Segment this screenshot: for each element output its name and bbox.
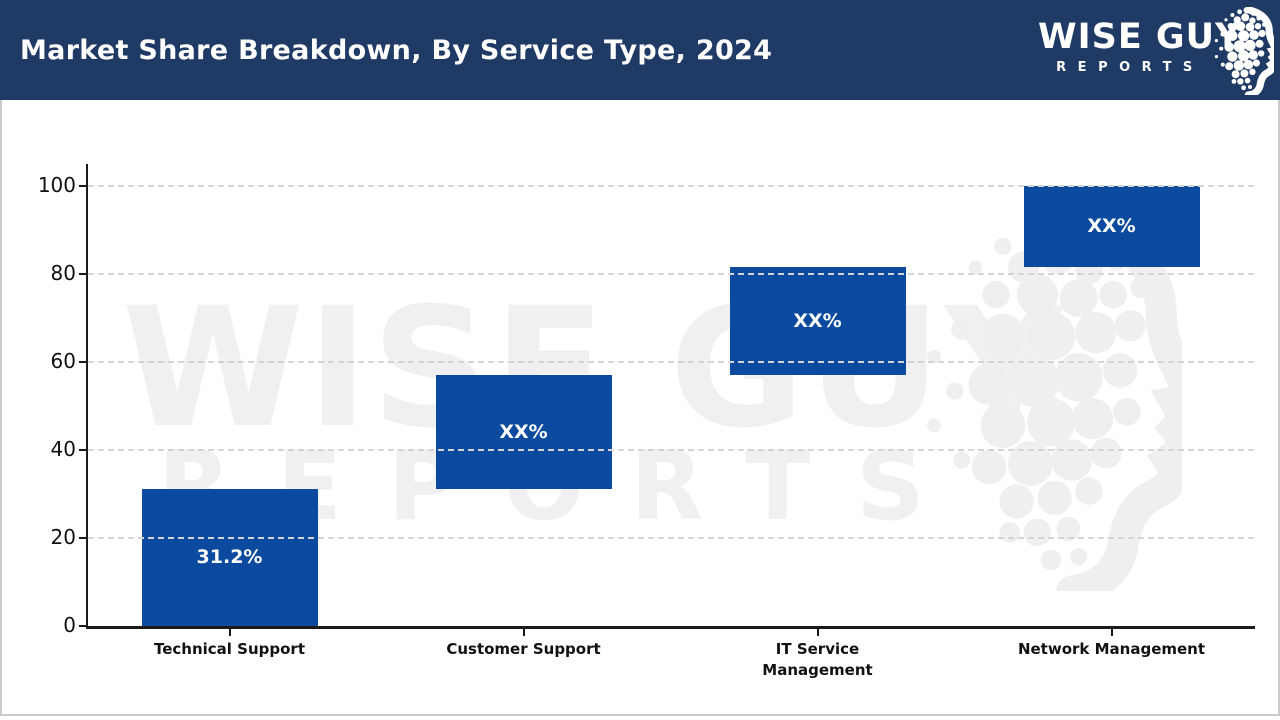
gridline-40 <box>88 449 1255 451</box>
bar-2 <box>435 375 612 489</box>
y-tick-40 <box>79 449 88 451</box>
y-tick-80 <box>79 273 88 275</box>
logo-wordmark: WISE GUY <box>1038 17 1242 57</box>
y-tick-100 <box>79 185 88 187</box>
watermark-face-icon <box>927 212 1182 591</box>
y-tick-label: 40 <box>50 437 76 461</box>
x-tick-2 <box>522 628 525 636</box>
gridline-80 <box>88 273 1255 275</box>
y-tick-20 <box>79 537 88 539</box>
y-tick-label: 0 <box>63 613 76 637</box>
x-tick-4 <box>1110 628 1113 636</box>
x-category-label: Network Management <box>1017 640 1206 658</box>
x-tick-1 <box>228 628 231 636</box>
chart-title: Market Share Breakdown, By Service Type,… <box>20 34 773 66</box>
y-axis-line <box>86 164 88 628</box>
x-category-label: Technical Support <box>153 640 305 658</box>
bar-value-label: XX% <box>793 310 842 333</box>
bar-4 <box>1023 186 1200 267</box>
bar-1 <box>141 488 318 626</box>
y-tick-label: 80 <box>50 261 76 285</box>
y-tick-60 <box>79 361 88 363</box>
gridline-100 <box>88 185 1255 187</box>
y-tick-label: 100 <box>37 173 76 197</box>
y-tick-label: 20 <box>50 525 76 549</box>
y-tick-0 <box>79 625 88 627</box>
gridline-20 <box>88 537 1255 539</box>
header-bar: Market Share Breakdown, By Service Type,… <box>0 0 1280 100</box>
logo-face-icon <box>1214 7 1274 95</box>
wise-guy-logo: WISE GUY REPORTS <box>1038 17 1242 75</box>
bar-value-label: XX% <box>499 420 548 443</box>
x-tick-3 <box>816 628 819 636</box>
x-axis-line <box>86 626 1255 629</box>
y-tick-label: 60 <box>50 349 76 373</box>
logo-subtitle: REPORTS <box>1056 60 1204 75</box>
x-category-label: Customer Support <box>446 640 601 658</box>
gridline-60 <box>88 361 1255 363</box>
bar-value-label: XX% <box>1087 215 1136 238</box>
bar-value-label: 31.2% <box>196 546 263 569</box>
bar-3 <box>729 266 906 376</box>
x-category-label: IT Service Management <box>762 640 873 679</box>
